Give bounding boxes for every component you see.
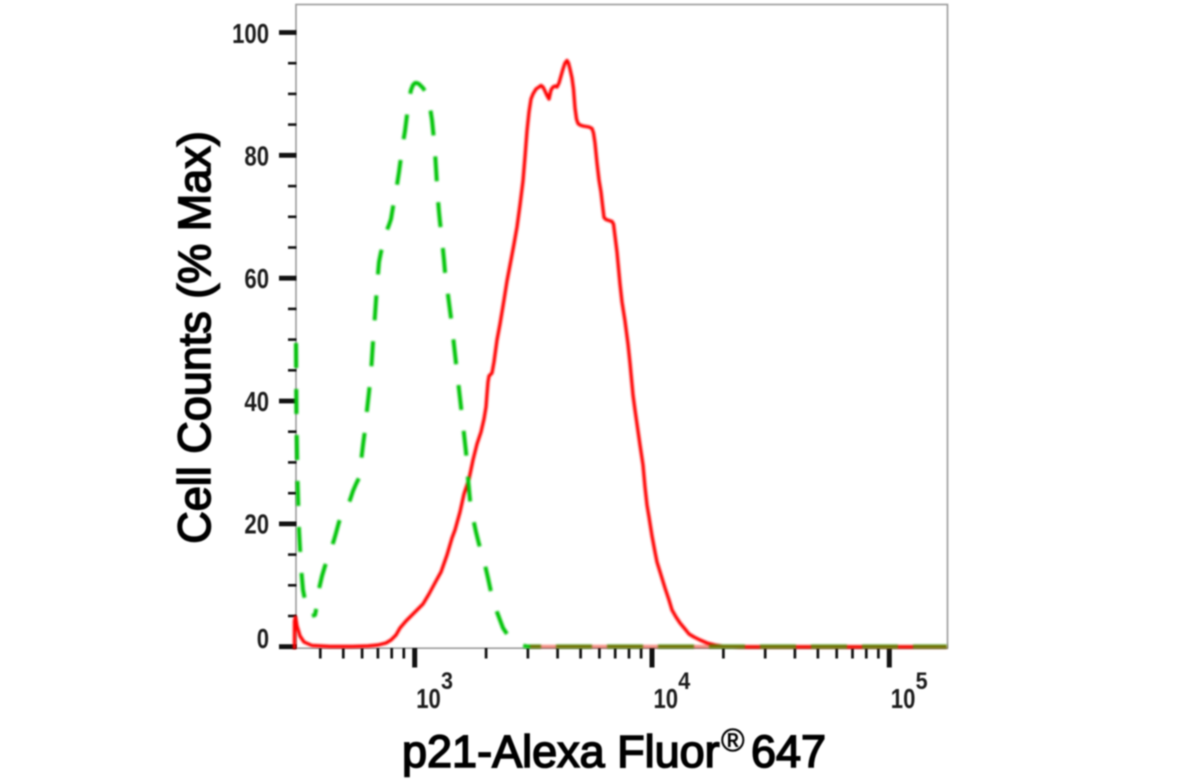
svg-text:4: 4 xyxy=(678,668,690,695)
svg-text:5: 5 xyxy=(916,668,928,695)
svg-text:60: 60 xyxy=(244,263,269,294)
svg-text:40: 40 xyxy=(244,386,269,417)
svg-text:p21-Alexa Fluor: p21-Alexa Fluor xyxy=(402,726,720,777)
svg-text:10: 10 xyxy=(416,683,441,714)
svg-text:10: 10 xyxy=(891,683,916,714)
svg-text:80: 80 xyxy=(244,140,269,171)
svg-text:647: 647 xyxy=(751,726,826,777)
svg-text:10: 10 xyxy=(654,683,679,714)
svg-text:®: ® xyxy=(721,722,745,758)
svg-text:0: 0 xyxy=(257,623,269,654)
svg-text:20: 20 xyxy=(244,509,269,540)
svg-text:3: 3 xyxy=(441,668,453,695)
svg-text:100: 100 xyxy=(232,18,269,49)
svg-text:Cell Counts (% Max): Cell Counts (% Max) xyxy=(169,131,220,544)
